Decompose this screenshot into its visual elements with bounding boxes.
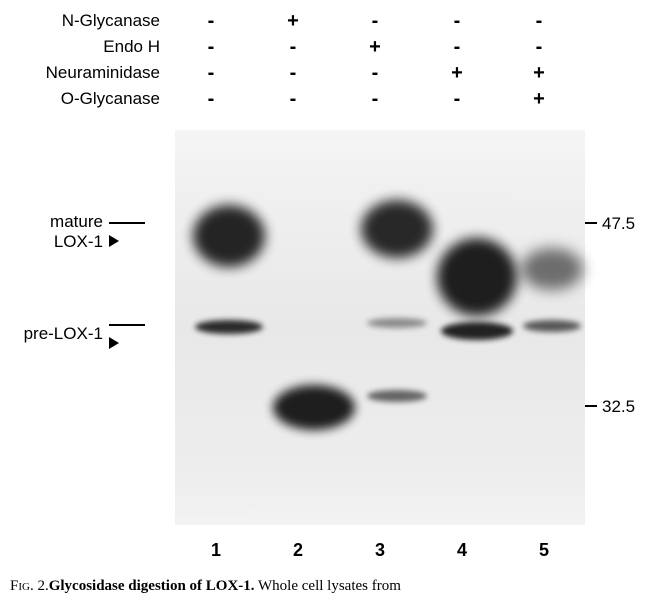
treatment-symbol: - [170, 36, 252, 59]
lane-numbers-row: 1 2 3 4 5 [175, 540, 585, 561]
treatment-symbol: - [498, 36, 580, 59]
gel-band [367, 390, 427, 402]
gel-band [195, 320, 263, 334]
marker-32: 32.5 [602, 397, 635, 417]
lane-number: 2 [257, 540, 339, 561]
gel-image [175, 130, 585, 525]
arrow-icon [109, 214, 152, 250]
treatment-symbol: - [334, 62, 416, 85]
annotation-text: mature LOX-1 [0, 212, 103, 253]
treatment-row: O-Glycanase - - - - + [0, 86, 658, 112]
treatment-symbol: - [416, 36, 498, 59]
gel-band [361, 200, 433, 258]
treatment-row: N-Glycanase - + - - - [0, 8, 658, 34]
gel-band [437, 238, 517, 316]
treatment-row: Neuraminidase - - - + + [0, 60, 658, 86]
gel-band [441, 322, 513, 340]
treatment-symbol: + [498, 62, 580, 85]
treatment-symbol: + [498, 88, 580, 111]
gel-band [523, 320, 581, 332]
treatment-symbol: - [170, 88, 252, 111]
marker-tick [585, 405, 597, 407]
lane-number: 1 [175, 540, 257, 561]
treatment-symbol: - [252, 88, 334, 111]
treatment-symbol: + [416, 62, 498, 85]
lane-number: 5 [503, 540, 585, 561]
treatment-symbol: - [170, 62, 252, 85]
figure-caption: Fig. 2.Glycosidase digestion of LOX-1. W… [0, 578, 658, 595]
treatment-symbol: + [252, 10, 334, 33]
gel-band [521, 248, 583, 290]
treatment-symbol: - [170, 10, 252, 33]
treatment-label: Endo H [0, 37, 170, 57]
figure-container: N-Glycanase - + - - - Endo H - - + - - N… [0, 0, 658, 606]
lane-number: 4 [421, 540, 503, 561]
gel-band [367, 318, 427, 328]
treatment-symbol: + [334, 36, 416, 59]
treatment-symbol: - [252, 36, 334, 59]
marker-47: 47.5 [602, 214, 635, 234]
treatment-label: N-Glycanase [0, 11, 170, 31]
treatment-symbol: - [334, 88, 416, 111]
treatment-label: O-Glycanase [0, 89, 170, 109]
treatment-symbol: - [416, 10, 498, 33]
treatment-symbol: - [498, 10, 580, 33]
treatment-symbol: - [416, 88, 498, 111]
annotation-text: pre-LOX-1 [0, 324, 103, 344]
annotation-pre-lox1: pre-LOX-1 [0, 316, 156, 352]
annotation-mature-lox1: mature LOX-1 [0, 212, 156, 253]
annotation-line: pre-LOX-1 [24, 324, 103, 343]
caption-fig-label: Fig. 2. [10, 578, 49, 594]
annotation-line: mature [50, 212, 103, 231]
lane-number: 3 [339, 540, 421, 561]
treatment-label: Neuraminidase [0, 63, 170, 83]
treatment-table: N-Glycanase - + - - - Endo H - - + - - N… [0, 8, 658, 112]
gel-band [193, 205, 265, 267]
gel-band [273, 385, 355, 430]
treatment-row: Endo H - - + - - [0, 34, 658, 60]
caption-title: Glycosidase digestion of LOX-1. [49, 578, 255, 594]
treatment-symbol: - [252, 62, 334, 85]
caption-text: Whole cell lysates from [255, 578, 401, 594]
treatment-symbol: - [334, 10, 416, 33]
annotation-line: LOX-1 [54, 232, 103, 251]
arrow-icon [109, 316, 152, 352]
marker-tick [585, 222, 597, 224]
